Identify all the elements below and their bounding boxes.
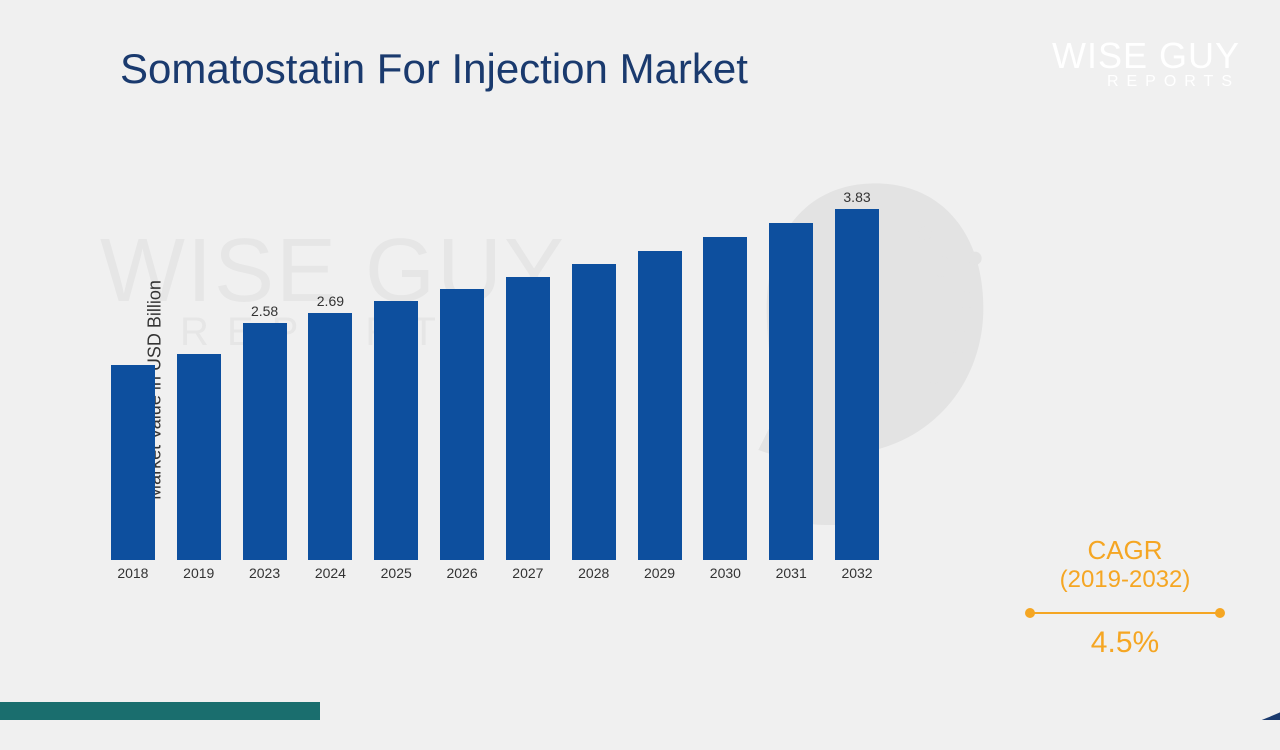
x-axis-label: 2031 [759,565,824,581]
x-axis-label: 2019 [166,565,231,581]
bar-value-label: 2.58 [251,303,278,319]
x-axis-label: 2024 [298,565,363,581]
bar-group [430,285,495,560]
bar [506,277,550,560]
bar-group [100,361,165,560]
bar-group [561,260,626,560]
bar [638,251,682,560]
bar-group [759,219,824,560]
bar-group [627,247,692,560]
bar-group [693,233,758,560]
bar [835,209,879,561]
bar-group: 2.69 [298,293,363,560]
x-axis-label: 2025 [364,565,429,581]
bar [177,354,221,560]
chart-title: Somatostatin For Injection Market [120,45,748,93]
bar-group: 2.58 [232,303,297,560]
bar [308,313,352,560]
x-axis-label: 2018 [100,565,165,581]
x-axis-label: 2026 [430,565,495,581]
x-axis-label: 2029 [627,565,692,581]
bar [703,237,747,560]
x-axis-label: 2023 [232,565,297,581]
x-axis-label: 2030 [693,565,758,581]
x-axis-labels: 2018201920232024202520262027202820292030… [100,565,890,581]
bar-group: 3.83 [825,189,890,561]
bar [440,289,484,560]
bar [111,365,155,560]
bar-group [495,273,560,560]
bar-chart: Market Value in USD Billion 2.582.693.83… [60,190,890,590]
x-axis-label: 2028 [561,565,626,581]
x-axis-label: 2032 [825,565,890,581]
cagr-block: CAGR (2019-2032) 4.5% [1010,535,1240,660]
cagr-value: 4.5% [1010,626,1240,660]
bar-group [364,297,429,560]
bar-group [166,350,231,560]
bar [374,301,418,560]
logo-main-text: WISE GUY [1052,35,1240,77]
bar-value-label: 3.83 [843,189,870,205]
cagr-years: (2019-2032) [1010,566,1240,594]
bottom-accent-bar [0,702,320,720]
bar-value-label: 2.69 [317,293,344,309]
bars-area: 2.58 2.69 3.83 [100,190,890,560]
bar [243,323,287,560]
brand-logo: WISE GUY REPORTS [1052,35,1240,91]
cagr-divider [1030,612,1220,614]
cagr-title: CAGR [1010,535,1240,566]
bar [572,264,616,560]
x-axis-label: 2027 [495,565,560,581]
bar [769,223,813,560]
